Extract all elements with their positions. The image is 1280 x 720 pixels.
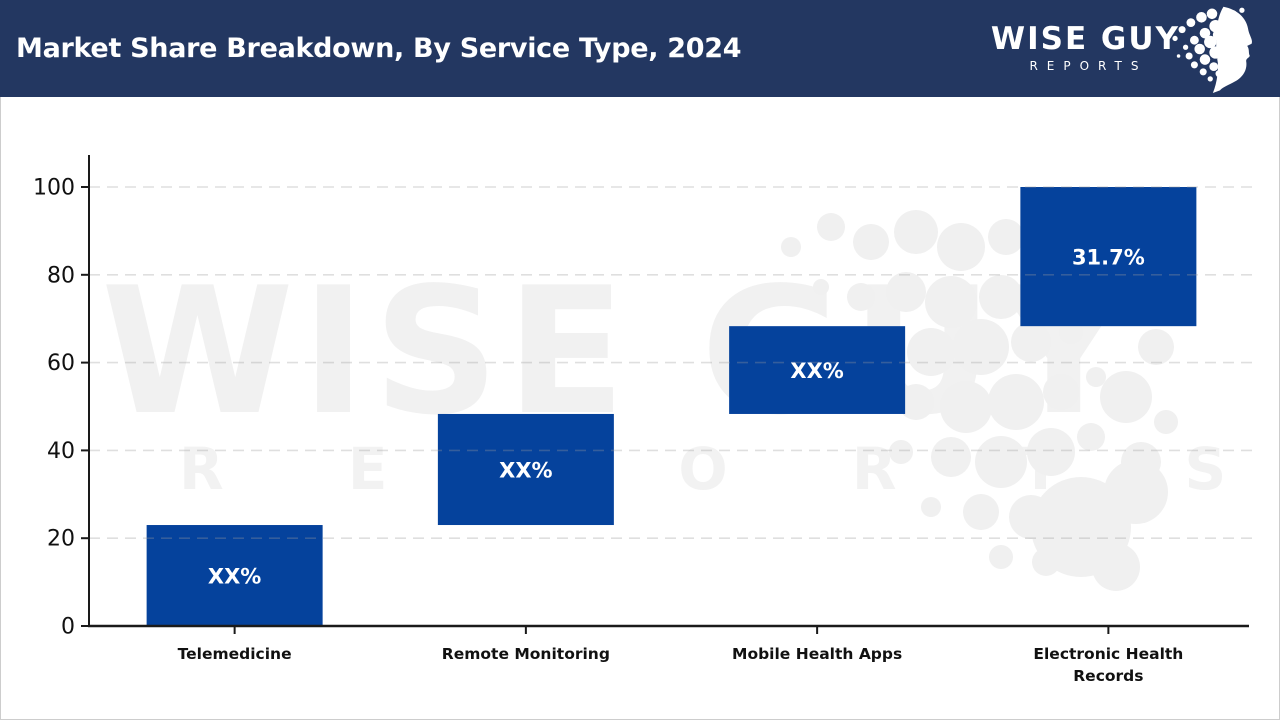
bar-mobile-health-apps xyxy=(729,326,906,414)
chart-card: WISE GUY R E P O R T S XX% XX% XX% 31.7% 0 20… xyxy=(0,97,1280,720)
wise-guy-reports-logo: WISE GUY REPORTS xyxy=(991,5,1260,93)
x-category-label-electronic-health-records: Electronic Health xyxy=(1033,645,1183,663)
y-tick-label-0: 0 xyxy=(61,615,75,640)
bar-value-label-telemedicine: XX% xyxy=(208,565,261,589)
y-tick-label-20: 20 xyxy=(47,527,75,552)
x-category-label-mobile-health-apps: Mobile Health Apps xyxy=(732,645,902,663)
bar-remote-monitoring xyxy=(437,413,614,526)
page-title: Market Share Breakdown, By Service Type,… xyxy=(16,33,742,64)
logo-wordmark-line1: WISE GUY xyxy=(990,21,1180,57)
y-tick-label-60: 60 xyxy=(47,351,75,376)
bar-value-label-remote-monitoring: XX% xyxy=(499,458,552,482)
bar-telemedicine xyxy=(146,525,323,626)
logo-wordmark-line2: REPORTS xyxy=(1029,59,1148,73)
dotted-head-profile-icon xyxy=(1172,6,1253,93)
x-category-label-telemedicine: Telemedicine xyxy=(178,645,292,663)
header-bar: Market Share Breakdown, By Service Type,… xyxy=(0,0,1280,97)
y-tick-label-100: 100 xyxy=(33,176,75,201)
bar-value-label-electronic-health-records: 31.7% xyxy=(1072,246,1145,270)
x-category-label-remote-monitoring: Remote Monitoring xyxy=(442,645,610,663)
y-tick-label-80: 80 xyxy=(47,263,75,288)
y-tick-label-40: 40 xyxy=(47,439,75,464)
market-share-bar-chart: XX% XX% XX% 31.7% 0 20 40 60 80 100 Telemedicine Re… xyxy=(33,155,1254,685)
bar-electronic-health-records xyxy=(1020,187,1197,327)
x-category-label-electronic-health-records-line2: Records xyxy=(1073,667,1143,685)
bar-value-label-mobile-health-apps: XX% xyxy=(790,359,843,383)
logo-wordmark: WISE GUY REPORTS xyxy=(990,21,1180,74)
